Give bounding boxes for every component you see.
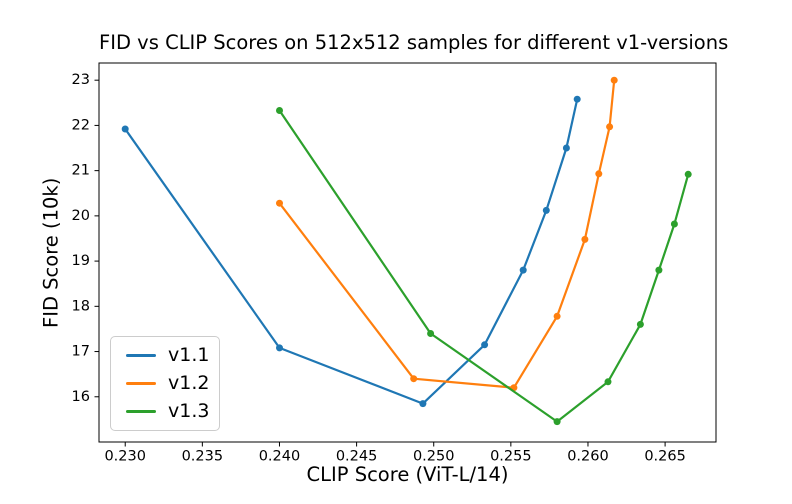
y-tick-label: 16 xyxy=(72,389,90,405)
x-tick-label: 0.255 xyxy=(490,449,532,465)
data-point-v1.2 xyxy=(595,170,603,178)
x-axis-label: CLIP Score (ViT-L/14) xyxy=(306,463,509,486)
x-tick-label: 0.230 xyxy=(104,449,146,465)
legend-line-swatch-v1.2 xyxy=(126,382,156,385)
data-point-v1.1 xyxy=(419,400,427,408)
chart-title: FID vs CLIP Scores on 512x512 samples fo… xyxy=(99,31,729,54)
data-point-v1.1 xyxy=(542,206,550,214)
data-point-v1.2 xyxy=(553,312,561,320)
x-tick-label: 0.240 xyxy=(259,449,301,465)
data-point-v1.1 xyxy=(562,144,570,152)
legend-label-v1.1: v1.1 xyxy=(168,344,210,366)
legend-item-v1.1: v1.1 xyxy=(126,346,219,365)
data-point-v1.2 xyxy=(606,123,614,131)
y-tick-label: 17 xyxy=(72,344,90,360)
data-point-v1.2 xyxy=(276,199,283,207)
y-axis-label: FID Score (10k) xyxy=(39,177,63,328)
legend-line-swatch-v1.1 xyxy=(126,354,156,357)
x-tick-label: 0.265 xyxy=(644,449,686,465)
data-point-v1.3 xyxy=(636,320,644,328)
data-point-v1.3 xyxy=(670,220,678,228)
x-tick-label: 0.235 xyxy=(182,449,224,465)
legend-label-v1.2: v1.2 xyxy=(168,372,210,394)
series-line-v1.1 xyxy=(124,98,579,405)
data-point-v1.3 xyxy=(655,266,663,274)
data-point-v1.1 xyxy=(573,95,581,103)
axes-frame xyxy=(98,62,717,443)
legend-line-swatch-v1.3 xyxy=(126,410,156,413)
data-point-v1.3 xyxy=(684,170,692,178)
y-tick-label: 18 xyxy=(72,298,90,314)
series-line-v1.2 xyxy=(278,79,616,389)
y-tick-label: 22 xyxy=(72,117,90,133)
legend-item-v1.2: v1.2 xyxy=(126,374,219,393)
data-point-v1.1 xyxy=(481,341,489,349)
x-tick-label: 0.260 xyxy=(567,449,609,465)
legend: v1.1 v1.2 v1.3 xyxy=(110,336,220,431)
data-point-v1.3 xyxy=(604,378,612,386)
data-point-v1.1 xyxy=(121,125,129,133)
y-tick-label: 23 xyxy=(72,72,90,88)
y-tick-label: 19 xyxy=(72,253,90,269)
data-point-v1.2 xyxy=(410,375,418,383)
data-point-v1.3 xyxy=(427,330,435,337)
legend-item-v1.3: v1.3 xyxy=(126,402,219,421)
data-point-v1.3 xyxy=(553,418,561,426)
x-tick-label: 0.245 xyxy=(336,449,378,465)
data-point-v1.3 xyxy=(276,107,283,114)
series-line-v1.3 xyxy=(278,109,690,423)
data-point-v1.1 xyxy=(276,344,283,352)
data-point-v1.2 xyxy=(610,76,618,84)
y-tick-label: 20 xyxy=(72,208,90,224)
data-point-v1.2 xyxy=(581,235,589,243)
x-tick-label: 0.250 xyxy=(413,449,455,465)
data-point-v1.1 xyxy=(519,266,527,274)
y-tick-label: 21 xyxy=(72,163,90,179)
legend-label-v1.3: v1.3 xyxy=(168,400,210,422)
